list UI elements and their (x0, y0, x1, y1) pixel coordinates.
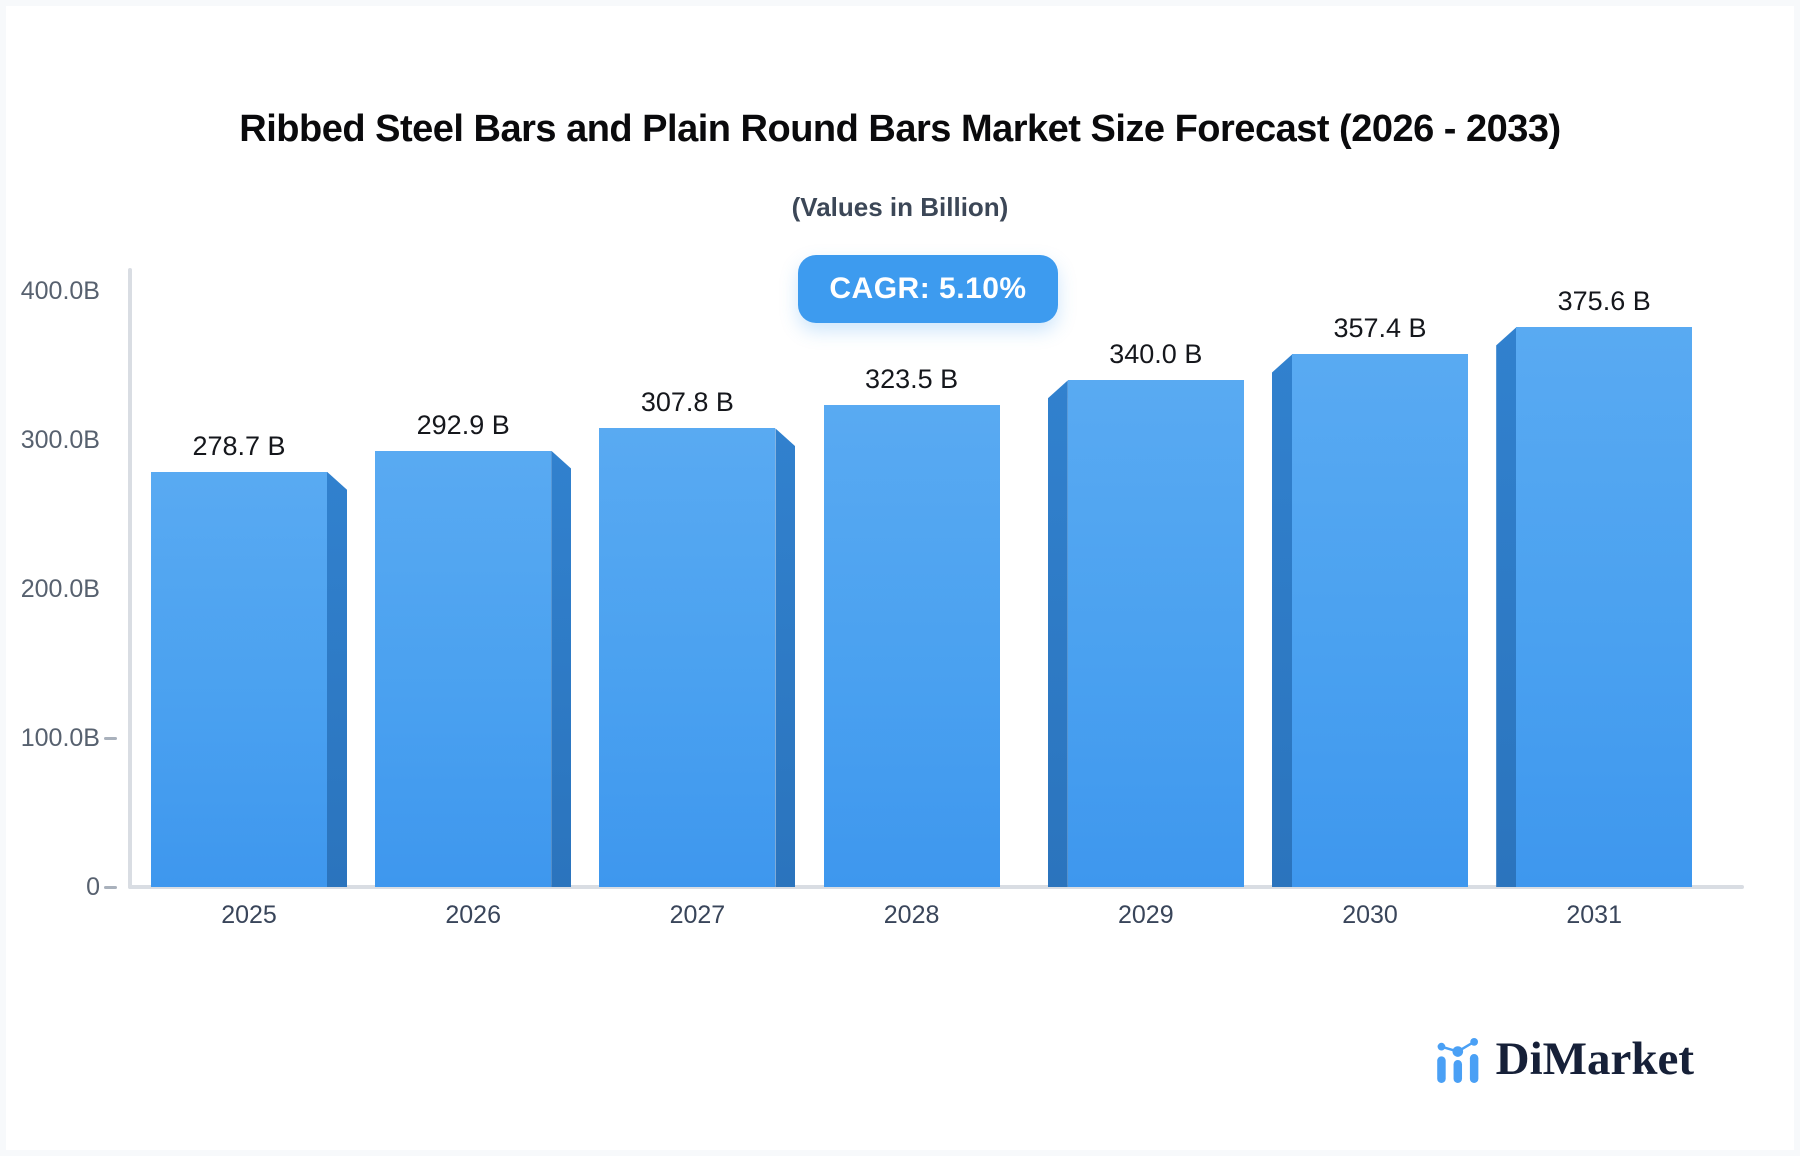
brand-name: DiMarket (1495, 1033, 1694, 1085)
y-axis-tick (104, 886, 117, 889)
x-axis-label: 2026 (445, 901, 501, 929)
bar-side-face (1047, 380, 1068, 887)
x-axis-label: 2028 (883, 901, 940, 929)
y-axis-label: 100.0B (20, 724, 100, 752)
bar-value-label: 340.0 B (1109, 339, 1203, 370)
bar-2027 (599, 428, 776, 887)
chart-subtitle: (Values in Billion) (791, 192, 1009, 222)
bar-2029 (1067, 380, 1244, 887)
y-axis-line (128, 268, 132, 889)
x-axis-label: 2030 (1342, 901, 1398, 929)
y-axis-label: 300.0B (20, 426, 100, 454)
bar-chart-logo-icon (1436, 1037, 1478, 1083)
y-axis-tick (104, 737, 117, 740)
bar-value-label: 292.9 B (416, 409, 510, 440)
y-axis-label: 200.0B (20, 575, 100, 603)
x-axis-label: 2029 (1117, 901, 1174, 929)
bar-side-face (1272, 354, 1292, 887)
bar-side-face (1496, 327, 1517, 887)
bar-value-label: 307.8 B (640, 387, 734, 418)
bar-2025 (151, 471, 327, 887)
bar-2026 (375, 450, 552, 887)
brand-logo: DiMarket (1436, 1036, 1694, 1083)
x-axis-label: 2031 (1566, 901, 1622, 929)
bar-2031 (1516, 327, 1693, 887)
bar-value-label: 278.7 B (192, 430, 286, 461)
y-axis-label: 400.0B (20, 277, 100, 305)
x-axis-baseline (128, 885, 1744, 889)
x-axis-label: 2027 (669, 901, 726, 929)
bar-2028 (823, 404, 1000, 887)
cagr-badge: CAGR: 5.10% (798, 255, 1058, 323)
x-axis-label: 2025 (221, 901, 277, 929)
bar-side-face (775, 428, 796, 887)
bar-value-label: 375.6 B (1557, 286, 1651, 317)
bar-side-face (551, 450, 572, 887)
bar-value-label: 323.5 B (865, 363, 959, 394)
chart-title: Ribbed Steel Bars and Plain Round Bars M… (239, 108, 1561, 150)
bar-value-label: 357.4 B (1333, 313, 1427, 344)
y-axis-label: 0 (86, 873, 100, 901)
bar-2030 (1292, 354, 1468, 887)
bar-side-face (327, 471, 347, 887)
cagr-badge-label: CAGR: 5.10% (829, 272, 1027, 305)
